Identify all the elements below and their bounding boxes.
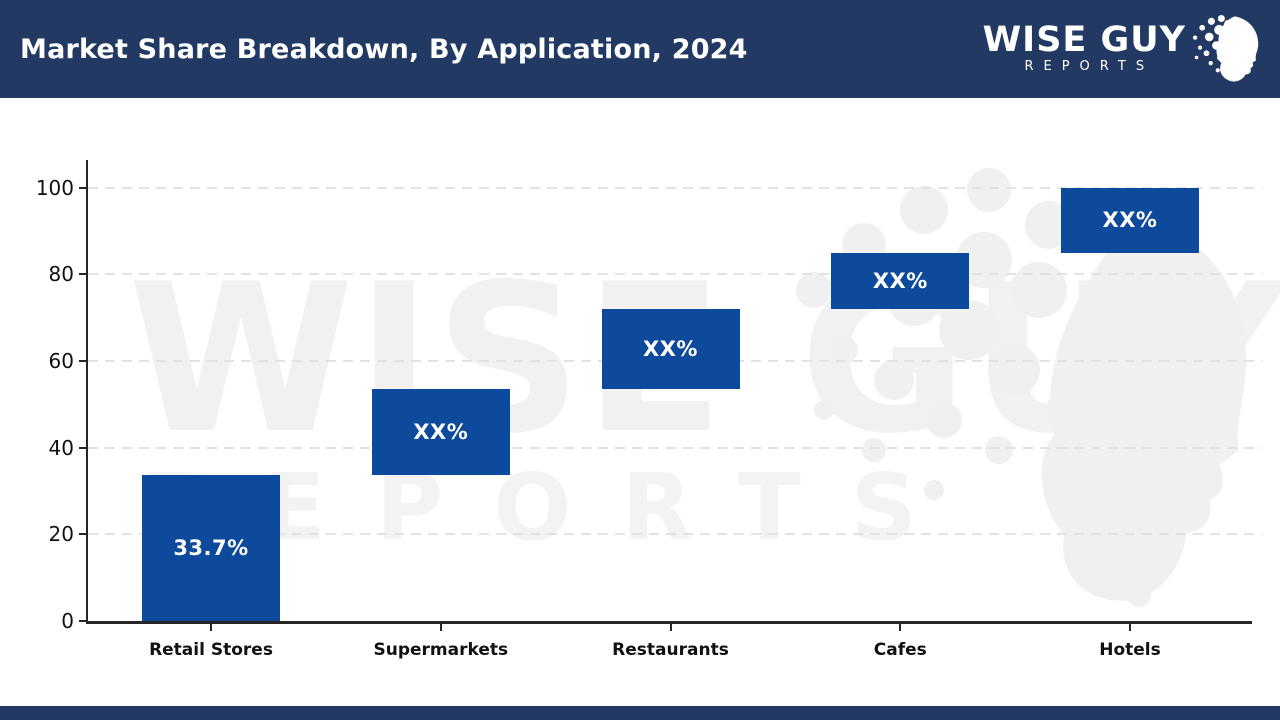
bar-cafes: XX% bbox=[831, 252, 970, 309]
logo-face-icon bbox=[1192, 14, 1259, 82]
x-axis-line bbox=[86, 621, 1252, 624]
y-tick-label: 80 bbox=[48, 262, 74, 287]
x-tick-mark bbox=[669, 624, 672, 631]
y-tick-label: 60 bbox=[48, 348, 74, 373]
y-tick-mark bbox=[79, 186, 86, 189]
y-tick-mark bbox=[79, 533, 86, 536]
y-tick-mark bbox=[79, 446, 86, 449]
bar-restaurants: XX% bbox=[601, 308, 740, 390]
y-tick-label: 100 bbox=[35, 175, 74, 200]
x-tick-label-retail-stores: Retail Stores bbox=[149, 640, 273, 660]
bar-value-label: XX% bbox=[872, 268, 928, 293]
bar-value-label: XX% bbox=[1102, 208, 1158, 232]
bar-value-label: XX% bbox=[413, 419, 469, 444]
x-tick-mark bbox=[1129, 624, 1131, 631]
x-tick-label-hotels: Hotels bbox=[1099, 640, 1161, 660]
x-tick-label-restaurants: Restaurants bbox=[612, 640, 729, 660]
logo-text: WISE GUY REPORTS bbox=[983, 22, 1186, 76]
y-tick-label: 20 bbox=[48, 522, 74, 547]
bar-value-label: XX% bbox=[643, 336, 698, 361]
logo-subtitle: REPORTS bbox=[1024, 59, 1155, 74]
x-tick-mark bbox=[439, 624, 442, 631]
bar-value-label: 33.7% bbox=[173, 535, 249, 560]
y-tick-mark bbox=[79, 359, 86, 362]
y-tick-mark bbox=[79, 273, 86, 276]
gridline-y40 bbox=[88, 446, 1262, 449]
gridline-y80 bbox=[88, 273, 1262, 276]
y-tick-label: 40 bbox=[48, 435, 74, 460]
x-tick-label-cafes: Cafes bbox=[873, 640, 927, 660]
y-tick-mark bbox=[79, 620, 86, 622]
logo-wordmark: WISE GUY bbox=[982, 20, 1186, 60]
x-tick-mark bbox=[210, 624, 212, 631]
x-tick-mark bbox=[899, 624, 902, 631]
bar-hotels: XX% bbox=[1061, 187, 1199, 253]
footer-bar bbox=[0, 706, 1280, 720]
y-axis-line bbox=[86, 160, 88, 624]
header-banner: Market Share Breakdown, By Application, … bbox=[0, 0, 1280, 98]
gridline-y100 bbox=[88, 186, 1262, 189]
gridline-y20 bbox=[88, 533, 1262, 536]
wiseguy-logo: WISE GUY REPORTS bbox=[983, 0, 1266, 98]
bar-retail-stores: 33.7% bbox=[142, 474, 280, 621]
watermark-face-dots bbox=[796, 168, 1247, 607]
x-tick-label-supermarkets: Supermarkets bbox=[373, 640, 509, 660]
bar-supermarkets: XX% bbox=[371, 389, 510, 475]
y-tick-label: 0 bbox=[61, 609, 74, 633]
page-title: Market Share Breakdown, By Application, … bbox=[20, 33, 748, 65]
